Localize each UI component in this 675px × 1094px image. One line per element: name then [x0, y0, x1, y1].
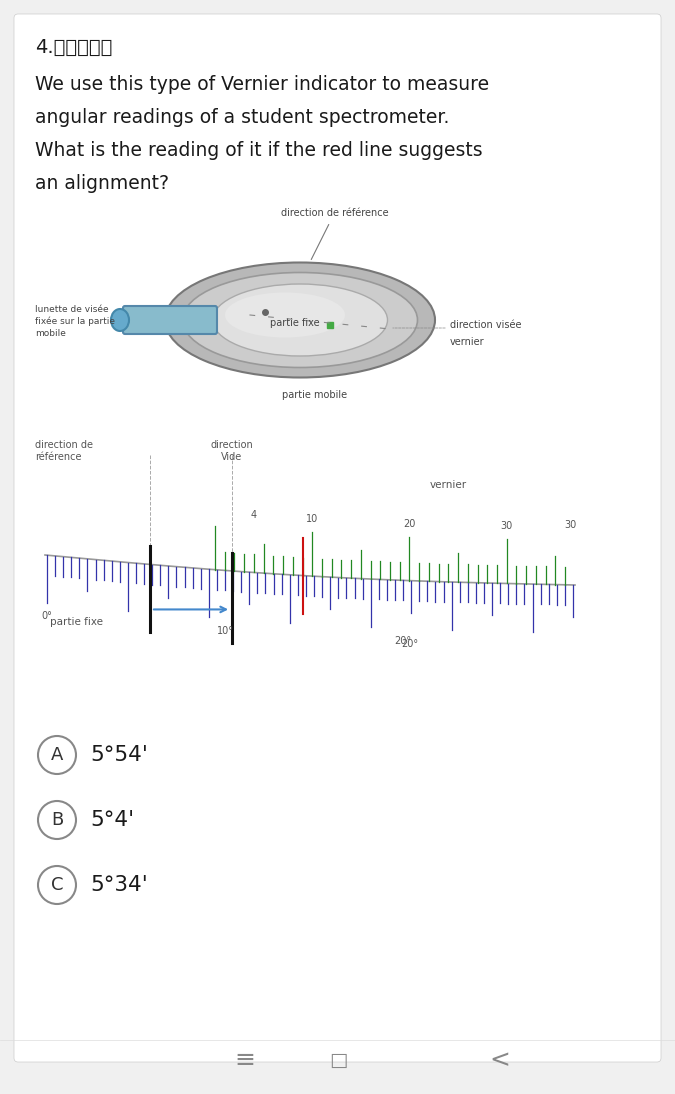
Text: an alignment?: an alignment?: [35, 174, 169, 193]
Text: 10: 10: [306, 514, 319, 524]
Text: 30: 30: [564, 520, 576, 529]
Text: 4.［单选题］: 4.［单选题］: [35, 38, 112, 57]
Text: B: B: [51, 811, 63, 829]
Circle shape: [38, 736, 76, 773]
Text: 20°: 20°: [401, 639, 418, 649]
Text: 30: 30: [501, 522, 513, 532]
Text: vernier: vernier: [450, 337, 485, 347]
Circle shape: [38, 801, 76, 839]
Text: 5°4': 5°4': [90, 810, 134, 830]
Ellipse shape: [165, 263, 435, 377]
FancyBboxPatch shape: [14, 14, 661, 1062]
Text: 4: 4: [251, 511, 257, 521]
Text: 20: 20: [403, 519, 416, 528]
Text: direction de référence: direction de référence: [281, 208, 389, 218]
Text: direction
Vide: direction Vide: [211, 440, 253, 463]
Text: 5°54': 5°54': [90, 745, 148, 765]
Text: 5°34': 5°34': [90, 875, 148, 895]
Text: We use this type of Vernier indicator to measure: We use this type of Vernier indicator to…: [35, 75, 489, 94]
Text: 0°: 0°: [42, 612, 53, 621]
Ellipse shape: [225, 292, 345, 338]
FancyBboxPatch shape: [123, 306, 217, 334]
Text: 20°: 20°: [394, 637, 412, 647]
Text: direction de
référence: direction de référence: [35, 440, 93, 463]
Text: □: □: [329, 1050, 347, 1070]
Ellipse shape: [111, 309, 129, 331]
Text: A: A: [51, 746, 63, 764]
Text: partie mobile: partie mobile: [282, 389, 348, 400]
Ellipse shape: [213, 284, 387, 356]
Text: What is the reading of it if the red line suggests: What is the reading of it if the red lin…: [35, 141, 483, 160]
Text: <: <: [489, 1048, 510, 1072]
Circle shape: [38, 866, 76, 904]
Text: ≡: ≡: [234, 1048, 256, 1072]
Text: partie fixe: partie fixe: [270, 318, 320, 328]
Text: partie fixe: partie fixe: [50, 617, 103, 627]
Text: direction visée: direction visée: [450, 321, 522, 330]
Text: angular readings of a student spectrometer.: angular readings of a student spectromet…: [35, 108, 450, 127]
Text: vernier: vernier: [430, 480, 467, 490]
Text: lunette de visée
fixée sur la partie
mobile: lunette de visée fixée sur la partie mob…: [35, 305, 115, 338]
Ellipse shape: [182, 272, 418, 368]
Text: C: C: [51, 876, 63, 894]
Text: 10°: 10°: [217, 627, 234, 637]
